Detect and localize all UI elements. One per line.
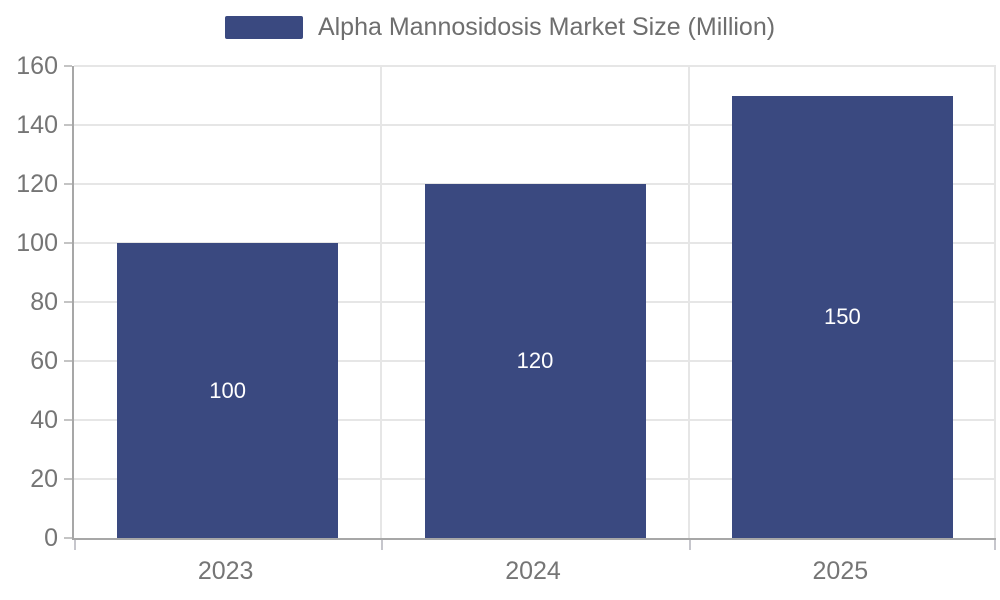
x-axis-label: 2024 [505, 557, 561, 585]
y-axis-tick [64, 301, 72, 303]
x-axis-label: 2025 [812, 557, 869, 585]
y-axis-label: 80 [30, 288, 58, 316]
y-axis-tick [64, 183, 72, 185]
y-axis-tick [64, 360, 72, 362]
y-axis-label: 140 [16, 111, 58, 139]
y-axis-tick [64, 124, 72, 126]
x-axis-tick [381, 540, 384, 550]
plot-area: 100 120 150 [64, 65, 996, 550]
x-axis-tick [74, 540, 76, 550]
legend[interactable]: Alpha Mannosidosis Market Size (Million) [0, 13, 1000, 42]
h-gridline [74, 124, 996, 126]
x-axis-tick [994, 540, 996, 550]
bar-value-label: 100 [209, 377, 247, 403]
y-axis-tick [64, 242, 72, 244]
bar-2025[interactable]: 150 [731, 95, 953, 538]
y-axis-label: 0 [44, 524, 58, 552]
legend-swatch-icon [224, 16, 303, 39]
y-axis-label: 20 [30, 465, 58, 493]
v-gridline [687, 66, 690, 538]
y-axis-tick [64, 65, 72, 67]
bar-value-label: 150 [823, 303, 861, 329]
y-axis-label: 60 [30, 347, 58, 375]
v-gridline [380, 66, 383, 538]
x-axis-tick [688, 540, 691, 550]
y-axis-tick [64, 419, 72, 421]
x-axis-label: 2023 [197, 557, 254, 585]
y-axis-label: 40 [30, 406, 58, 434]
y-axis-label: 120 [16, 170, 58, 198]
y-axis-label: 160 [16, 52, 58, 80]
legend-label: Alpha Mannosidosis Market Size (Million) [317, 13, 776, 41]
bar-2024[interactable]: 120 [424, 184, 646, 538]
y-axis-tick [64, 478, 72, 480]
v-gridline [994, 66, 996, 538]
y-axis-label: 100 [16, 229, 58, 257]
bar-value-label: 120 [516, 348, 554, 373]
y-axis-tick [64, 537, 72, 539]
h-gridline [74, 65, 996, 67]
bar-2023[interactable]: 100 [117, 243, 339, 538]
